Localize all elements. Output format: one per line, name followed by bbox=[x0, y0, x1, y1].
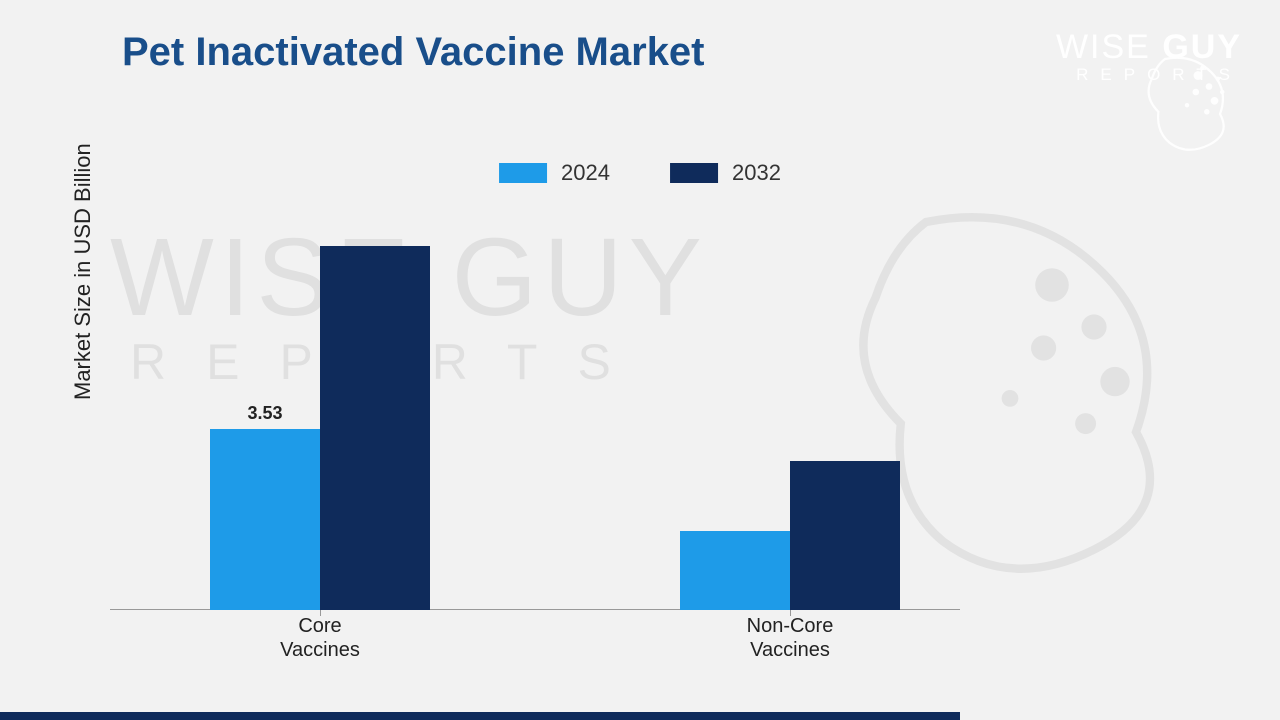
y-axis-label: Market Size in USD Billion bbox=[70, 143, 96, 400]
bottom-accent-bar bbox=[0, 712, 960, 720]
brand-logo: WISE GUY REPORTS bbox=[1056, 28, 1242, 85]
legend-item-2024: 2024 bbox=[499, 160, 610, 186]
legend: 2024 2032 bbox=[499, 160, 781, 186]
bar-group: Non-CoreVaccines bbox=[680, 461, 900, 610]
x-axis-category-label: Non-CoreVaccines bbox=[570, 610, 1010, 662]
legend-label-2032: 2032 bbox=[732, 160, 781, 186]
plot-area: 3.53CoreVaccines Non-CoreVaccines bbox=[110, 200, 960, 610]
bar-group: 3.53CoreVaccines bbox=[210, 246, 430, 610]
chart-title: Pet Inactivated Vaccine Market bbox=[122, 30, 705, 75]
bar bbox=[320, 246, 430, 610]
head-dots-icon bbox=[1132, 48, 1242, 158]
x-axis-category-label: CoreVaccines bbox=[100, 610, 540, 662]
legend-item-2032: 2032 bbox=[670, 160, 781, 186]
bar bbox=[680, 531, 790, 610]
legend-label-2024: 2024 bbox=[561, 160, 610, 186]
chart-canvas: WISE GUY REPORTS Pet Inactivated Vaccine… bbox=[0, 0, 1280, 720]
legend-swatch-2032 bbox=[670, 163, 718, 183]
bar: 3.53 bbox=[210, 429, 320, 610]
legend-swatch-2024 bbox=[499, 163, 547, 183]
bar-value-label: 3.53 bbox=[210, 403, 320, 424]
bar bbox=[790, 461, 900, 610]
